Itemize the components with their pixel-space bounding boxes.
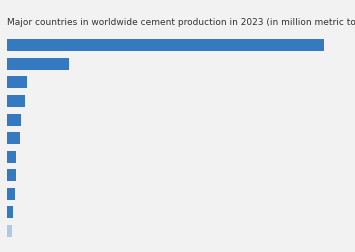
Text: Major countries in worldwide cement production in 2023 (in million metric tons): Major countries in worldwide cement prod… xyxy=(7,18,355,27)
Bar xyxy=(7,96,25,108)
Bar xyxy=(7,133,20,145)
Bar xyxy=(7,40,323,52)
Bar xyxy=(7,188,15,200)
Bar xyxy=(7,225,12,237)
Bar xyxy=(7,170,16,182)
Bar xyxy=(7,114,21,126)
Bar xyxy=(7,77,27,89)
Bar xyxy=(7,59,69,71)
Bar xyxy=(7,207,13,218)
Bar xyxy=(7,151,16,163)
